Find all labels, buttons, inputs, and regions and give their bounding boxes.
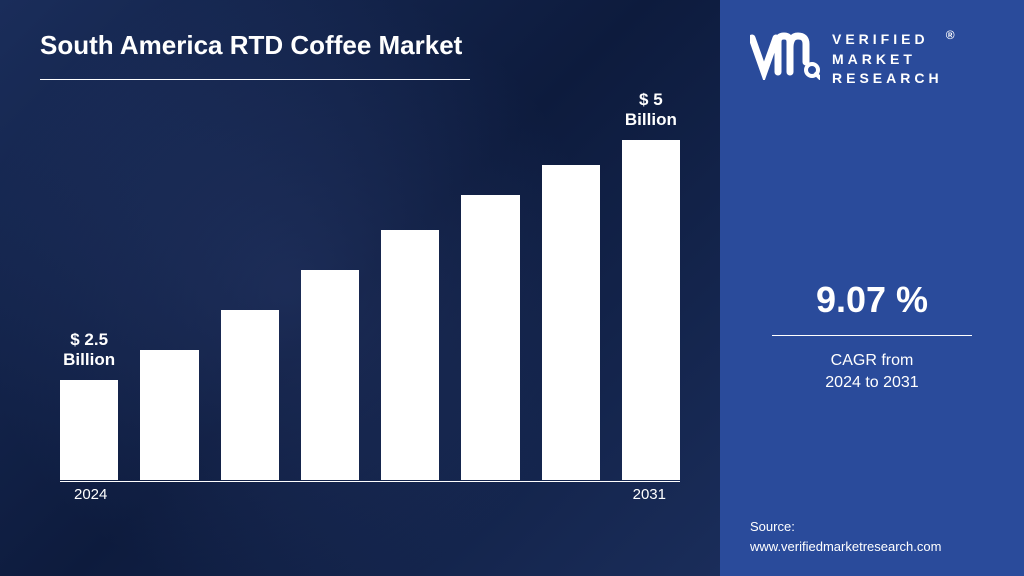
x-label-end: 2031 xyxy=(633,486,666,510)
bar-2031: $ 5 Billion xyxy=(622,140,680,480)
source-url: www.verifiedmarketresearch.com xyxy=(750,537,941,557)
cagr-label-line-1: CAGR from xyxy=(750,350,994,372)
bar-5 xyxy=(381,230,439,480)
source-label: Source: xyxy=(750,517,941,537)
bar-chart: $ 2.5 Billion $ 5 Billion 2024 2031 xyxy=(60,110,680,510)
brand-text: VERIFIED MARKET RESEARCH ® xyxy=(832,30,943,89)
brand-line-2: MARKET xyxy=(832,50,943,70)
x-axis-labels: 2024 2031 xyxy=(60,486,680,510)
bar-2 xyxy=(140,350,198,480)
registered-mark: ® xyxy=(946,27,959,44)
source-attribution: Source: www.verifiedmarketresearch.com xyxy=(750,517,941,556)
end-value-label: $ 5 Billion xyxy=(625,90,677,131)
bar-7 xyxy=(542,165,600,480)
brand-line-3: RESEARCH xyxy=(832,69,943,89)
brand-logo: VERIFIED MARKET RESEARCH ® xyxy=(750,30,994,89)
x-label-start: 2024 xyxy=(74,486,107,510)
cagr-label-line-2: 2024 to 2031 xyxy=(750,372,994,394)
chart-panel: South America RTD Coffee Market $ 2.5 Bi… xyxy=(0,0,720,576)
bar-3 xyxy=(221,310,279,480)
bar-2024: $ 2.5 Billion xyxy=(60,380,118,480)
start-value-label: $ 2.5 Billion xyxy=(63,330,115,371)
bars-container: $ 2.5 Billion $ 5 Billion xyxy=(60,140,680,480)
vmr-logo-icon xyxy=(750,30,820,80)
bar-6 xyxy=(461,195,519,480)
info-panel: VERIFIED MARKET RESEARCH ® 9.07 % CAGR f… xyxy=(720,0,1024,576)
cagr-value: 9.07 % xyxy=(750,279,994,321)
cagr-label: CAGR from 2024 to 2031 xyxy=(750,350,994,395)
bar-4 xyxy=(301,270,359,480)
brand-line-1: VERIFIED xyxy=(832,30,943,50)
cagr-metrics: 9.07 % CAGR from 2024 to 2031 xyxy=(750,279,994,395)
x-axis-line xyxy=(60,481,680,482)
title-underline xyxy=(40,79,470,80)
cagr-underline xyxy=(772,335,972,336)
chart-title: South America RTD Coffee Market xyxy=(40,30,680,61)
